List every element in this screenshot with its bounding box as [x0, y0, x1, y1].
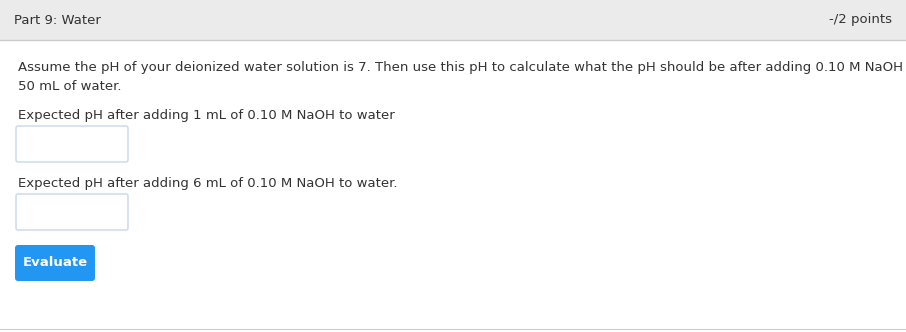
- Text: Assume the pH of your deionized water solution is 7. Then use this pH to calcula: Assume the pH of your deionized water so…: [18, 61, 906, 74]
- Bar: [0, 0, 906, 40]
- Text: Evaluate: Evaluate: [23, 257, 88, 270]
- Text: 50 mL of water.: 50 mL of water.: [18, 79, 121, 93]
- FancyBboxPatch shape: [16, 126, 128, 162]
- FancyBboxPatch shape: [16, 194, 128, 230]
- Text: Part 9: Water: Part 9: Water: [14, 14, 101, 27]
- Text: -/2 points: -/2 points: [829, 14, 892, 27]
- FancyBboxPatch shape: [15, 245, 95, 281]
- Text: Expected pH after adding 6 mL of 0.10 M NaOH to water.: Expected pH after adding 6 mL of 0.10 M …: [18, 178, 398, 191]
- Text: Expected pH after adding 1 mL of 0.10 M NaOH to water: Expected pH after adding 1 mL of 0.10 M …: [18, 110, 395, 123]
